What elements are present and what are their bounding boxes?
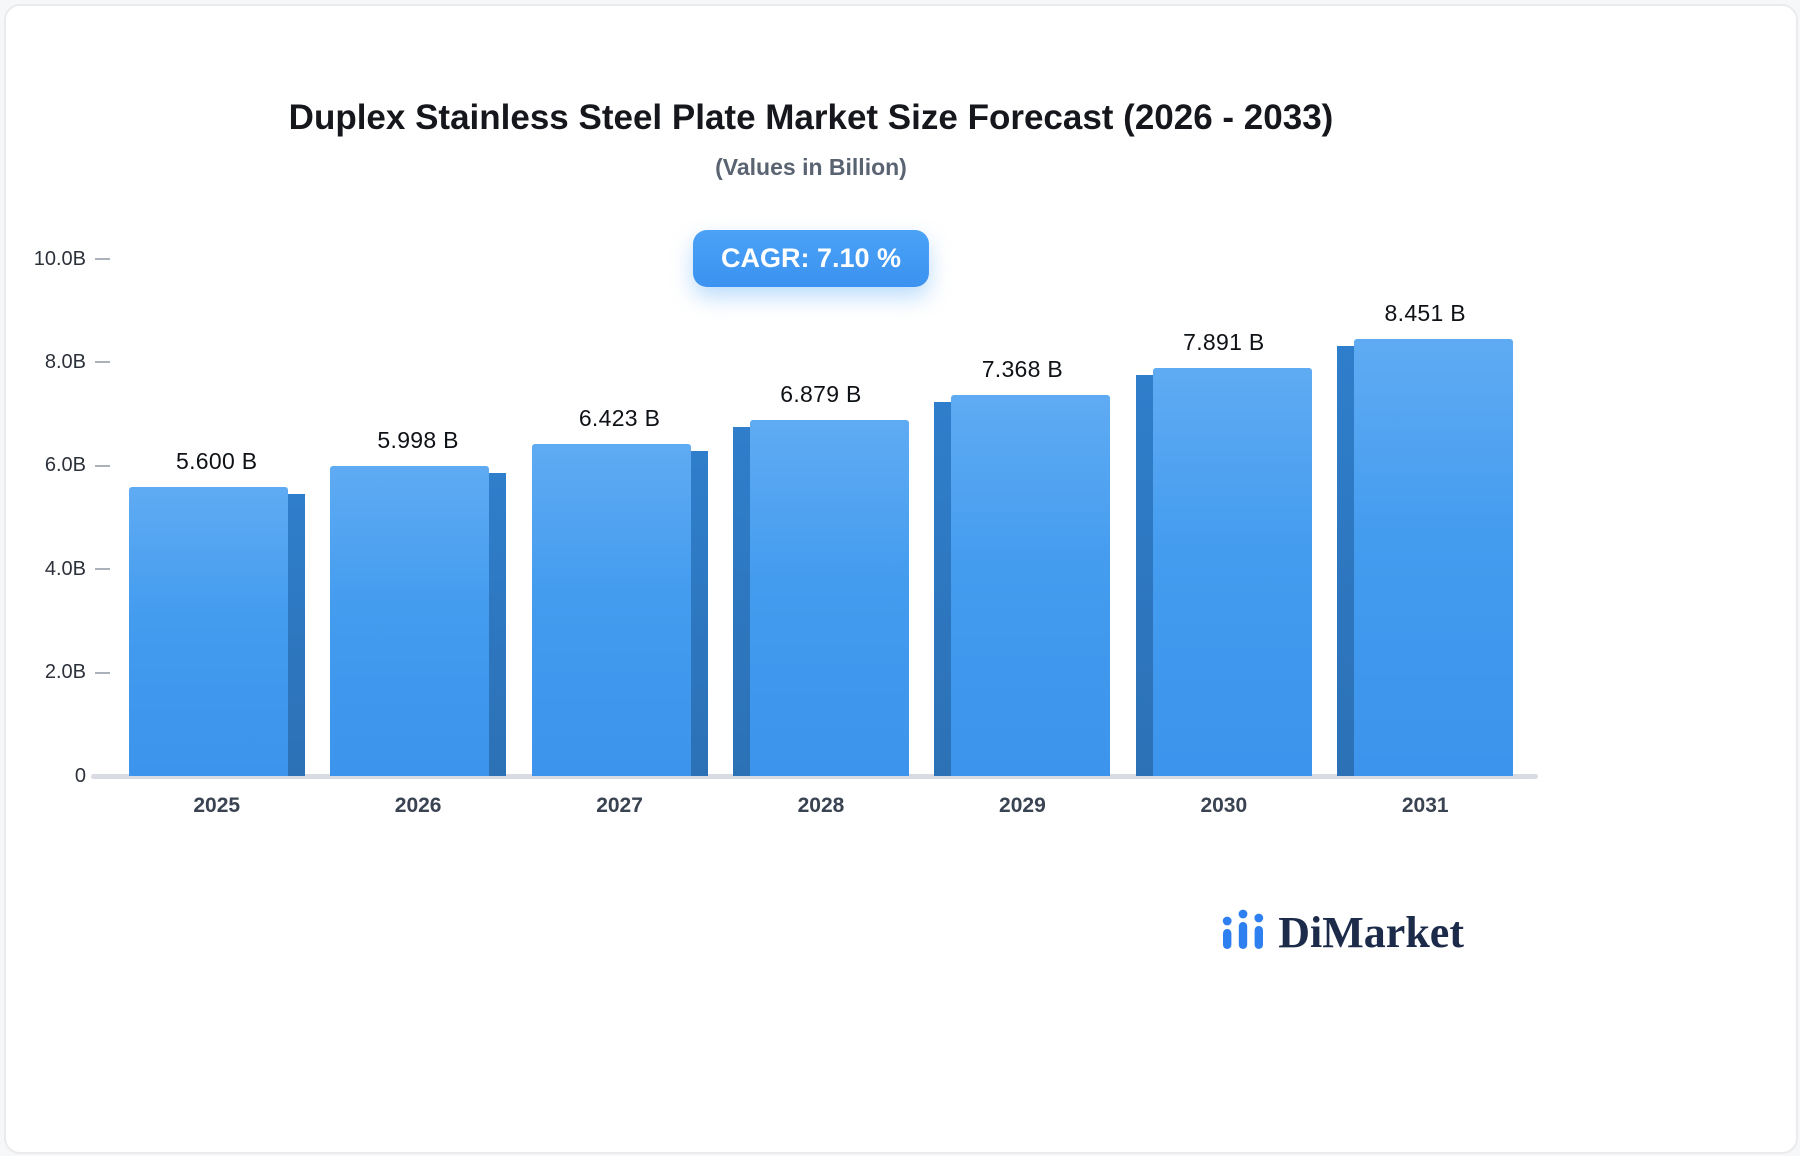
bar-face <box>128 486 288 776</box>
bar-value-label: 7.891 B <box>1183 329 1265 355</box>
bar-group-2029: 7.368 B 2029 <box>934 259 1111 817</box>
y-tick-label: 8.0B <box>44 350 86 373</box>
bar-value-label: 7.368 B <box>981 356 1064 383</box>
y-tick-mark <box>95 671 110 674</box>
bar-group-2031: 8.451 B 2031 <box>1337 259 1514 817</box>
brand-name: DiMarket <box>1278 907 1464 957</box>
x-axis-label-2030: 2030 <box>1200 794 1248 817</box>
bar-face <box>1354 339 1514 776</box>
bar-3d-side <box>489 472 507 776</box>
bar-3d-side <box>690 450 708 776</box>
bar-3d-side <box>1135 375 1153 776</box>
y-tick-mark <box>95 568 110 571</box>
y-tick-mark <box>95 361 110 364</box>
x-axis-baseline <box>91 774 1538 779</box>
bar-2028 <box>732 420 909 776</box>
y-tick-mark <box>95 258 110 260</box>
x-axis-label-2027: 2027 <box>596 794 643 817</box>
bar-2031 <box>1337 339 1514 776</box>
bar-3d-side <box>287 493 305 776</box>
bar-2027 <box>531 443 708 776</box>
bar-chart: 10.0B 8.0B 6.0B 4.0B 2.0B 0 5.600 B 2025 5.998 … <box>6 248 1796 817</box>
x-axis-label-2031: 2031 <box>1401 794 1449 817</box>
bar-value-label: 5.600 B <box>176 447 258 474</box>
y-tick-4.0B: 4.0B <box>6 557 110 581</box>
bar-2026 <box>330 465 507 776</box>
chart-subtitle: (Values in Billion) <box>715 154 907 180</box>
bar-face <box>749 420 909 776</box>
bar-value-label: 6.879 B <box>780 381 862 408</box>
y-tick-label: 0 <box>74 764 86 787</box>
bar-group-2028: 6.879 B 2028 <box>732 259 909 817</box>
bar-2025 <box>128 486 305 776</box>
y-tick-2.0B: 2.0B <box>6 661 110 685</box>
bar-3d-side <box>934 402 952 776</box>
y-tick-label: 10.0B <box>33 247 86 270</box>
brand-logo: DiMarket <box>1220 907 1464 957</box>
bar-value-label: 6.423 B <box>578 404 661 431</box>
y-tick-6.0B: 6.0B <box>6 454 110 478</box>
bar-face <box>531 443 691 776</box>
bar-value-label: 5.998 B <box>377 426 459 453</box>
bar-group-2030: 7.891 B 2030 <box>1135 259 1312 817</box>
y-tick-8.0B: 8.0B <box>6 350 110 374</box>
x-axis-label-2026: 2026 <box>394 794 442 817</box>
bar-group-2026: 5.998 B 2026 <box>330 259 507 817</box>
y-tick-label: 2.0B <box>44 661 86 684</box>
dimarket-logo-icon <box>1220 907 1266 957</box>
x-axis-label-2029: 2029 <box>999 794 1046 817</box>
cagr-badge: CAGR: 7.10 % <box>692 230 930 287</box>
bar-face <box>1152 368 1312 776</box>
chart-card: Duplex Stainless Steel Plate Market Size… <box>4 4 1798 1154</box>
bar-value-label: 8.451 B <box>1384 300 1466 327</box>
bar-2029 <box>934 395 1111 776</box>
y-tick-mark <box>95 464 110 467</box>
chart-title: Duplex Stainless Steel Plate Market Size… <box>288 98 1334 137</box>
bar-group-2027: 6.423 B 2027 <box>531 259 708 817</box>
cagr-label: CAGR: 7.10 % <box>720 243 902 273</box>
bar-face <box>951 395 1111 776</box>
bar-2030 <box>1135 368 1312 776</box>
x-axis-label-2025: 2025 <box>193 794 241 817</box>
bar-3d-side <box>732 427 750 776</box>
bar-group-2025: 5.600 B 2025 <box>128 259 305 817</box>
y-tick-10.0B: 10.0B <box>6 247 110 271</box>
plot-area: 5.600 B 2025 5.998 B 2026 6.423 B 2027 6.879 B… <box>116 259 1526 817</box>
y-tick-label: 6.0B <box>44 454 86 477</box>
bar-3d-side <box>1337 346 1355 776</box>
bar-face <box>330 465 490 776</box>
x-axis-label-2028: 2028 <box>797 794 845 817</box>
y-tick-label: 4.0B <box>44 557 86 580</box>
